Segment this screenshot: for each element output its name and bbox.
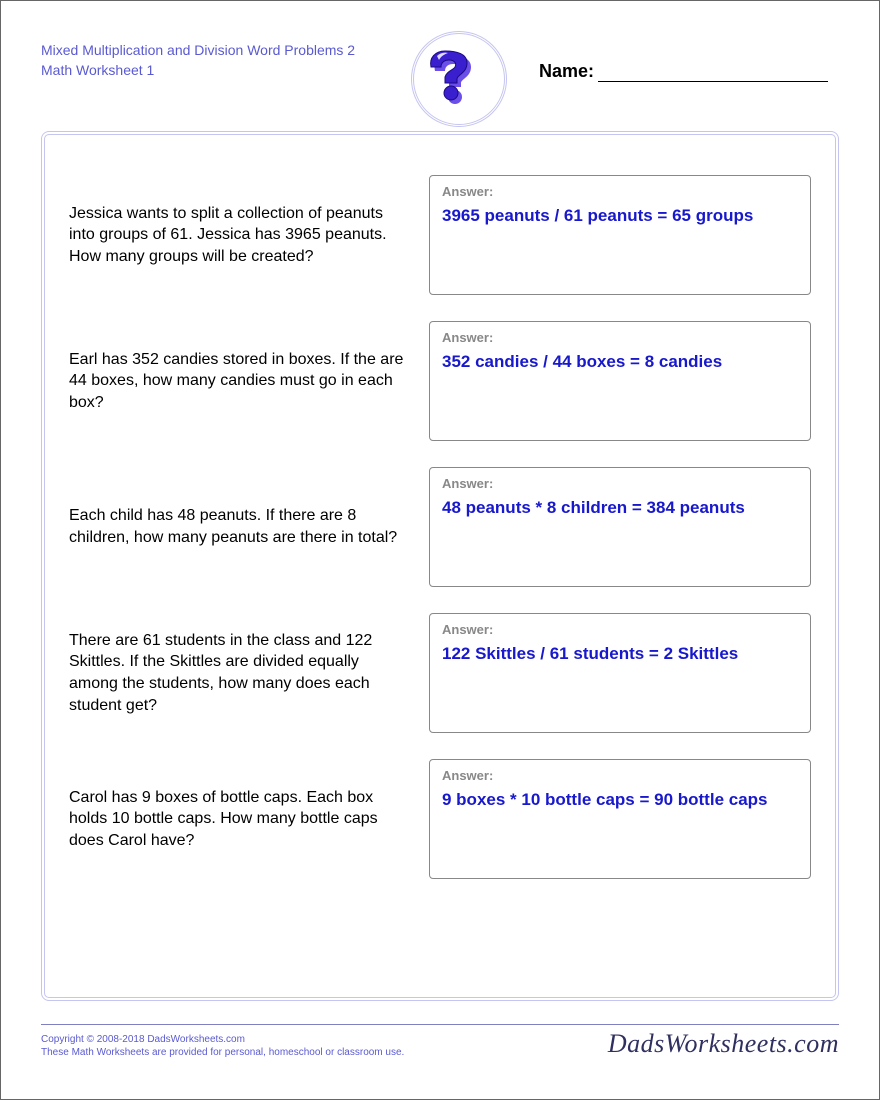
answer-box: Answer: 3965 peanuts / 61 peanuts = 65 g… [429,175,811,295]
answer-box: Answer: 352 candies / 44 boxes = 8 candi… [429,321,811,441]
answer-label: Answer: [442,330,798,345]
answer-label: Answer: [442,476,798,491]
name-label: Name: [539,61,594,81]
answer-box: Answer: 48 peanuts * 8 children = 384 pe… [429,467,811,587]
problem-row: Each child has 48 peanuts. If there are … [69,467,811,587]
question-text: Carol has 9 boxes of bottle caps. Each b… [69,787,409,852]
question-mark-icon [411,31,507,127]
answer-label: Answer: [442,768,798,783]
title-line-2: Math Worksheet 1 [41,61,381,81]
question-text: Each child has 48 peanuts. If there are … [69,505,409,548]
answer-label: Answer: [442,184,798,199]
answer-box: Answer: 9 boxes * 10 bottle caps = 90 bo… [429,759,811,879]
problem-row: Earl has 352 candies stored in boxes. If… [69,321,811,441]
problem-row: There are 61 students in the class and 1… [69,613,811,733]
worksheet-page: Mixed Multiplication and Division Word P… [41,41,839,1059]
title-block: Mixed Multiplication and Division Word P… [41,41,381,80]
content-box: Jessica wants to split a collection of p… [41,131,839,1001]
problem-row: Jessica wants to split a collection of p… [69,175,811,295]
question-text: There are 61 students in the class and 1… [69,630,409,716]
answer-text: 3965 peanuts / 61 peanuts = 65 groups [442,205,798,228]
name-input-line[interactable] [598,66,828,82]
footer: Copyright © 2008-2018 DadsWorksheets.com… [41,1024,839,1059]
answer-text: 122 Skittles / 61 students = 2 Skittles [442,643,798,666]
answer-text: 48 peanuts * 8 children = 384 peanuts [442,497,798,520]
copyright-text: Copyright © 2008-2018 DadsWorksheets.com [41,1033,404,1046]
question-text: Earl has 352 candies stored in boxes. If… [69,349,409,414]
header: Mixed Multiplication and Division Word P… [41,41,839,121]
disclaimer-text: These Math Worksheets are provided for p… [41,1046,404,1059]
title-line-1: Mixed Multiplication and Division Word P… [41,41,381,61]
brand-logo-text: DadsWorksheets.com [608,1029,839,1059]
answer-label: Answer: [442,622,798,637]
footer-left: Copyright © 2008-2018 DadsWorksheets.com… [41,1033,404,1059]
problem-row: Carol has 9 boxes of bottle caps. Each b… [69,759,811,879]
name-field-block: Name: [539,61,839,82]
answer-box: Answer: 122 Skittles / 61 students = 2 S… [429,613,811,733]
question-text: Jessica wants to split a collection of p… [69,203,409,268]
answer-text: 352 candies / 44 boxes = 8 candies [442,351,798,374]
answer-text: 9 boxes * 10 bottle caps = 90 bottle cap… [442,789,798,812]
